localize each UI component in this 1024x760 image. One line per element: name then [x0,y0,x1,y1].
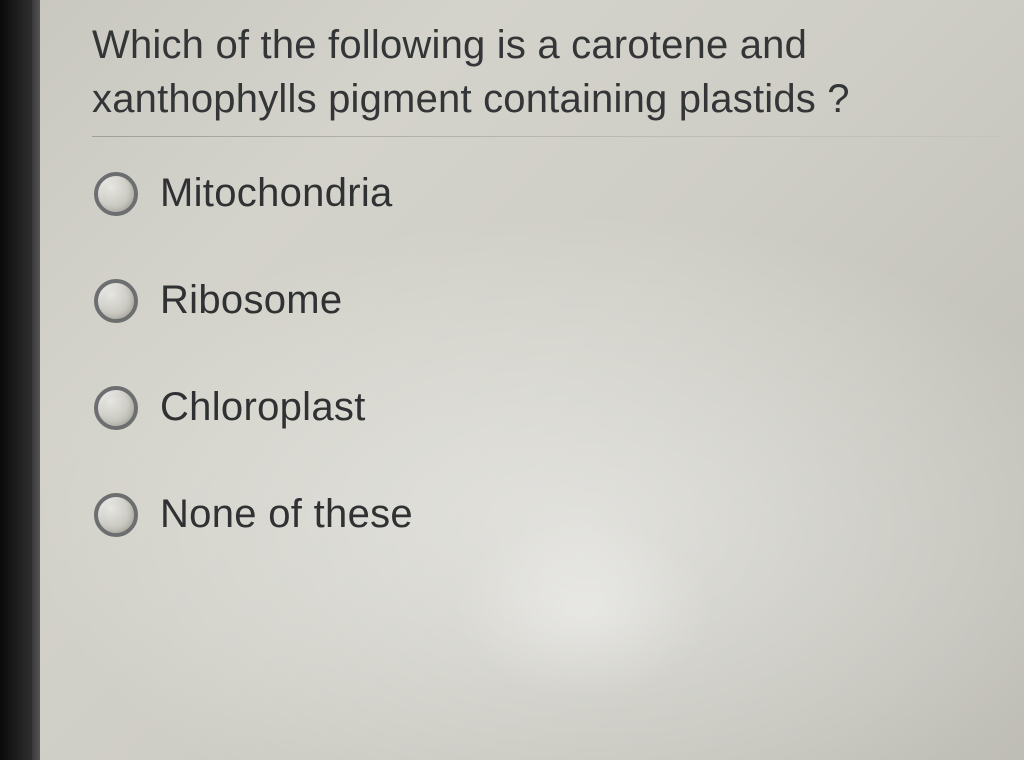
device-bezel [0,0,40,760]
option-mitochondria[interactable]: Mitochondria [94,171,1000,216]
question-text: Which of the following is a carotene and… [92,18,1000,126]
radio-icon [94,386,138,430]
glare-smudge [454,520,714,700]
option-label: Ribosome [160,278,342,323]
option-ribosome[interactable]: Ribosome [94,278,1000,323]
option-chloroplast[interactable]: Chloroplast [94,385,1000,430]
radio-icon [94,172,138,216]
option-label: None of these [160,492,413,537]
option-label: Mitochondria [160,171,393,216]
option-none[interactable]: None of these [94,492,1000,537]
options-group: Mitochondria Ribosome Chloroplast None o… [92,171,1000,537]
option-label: Chloroplast [160,385,366,430]
question-divider [92,136,1000,137]
radio-icon [94,279,138,323]
radio-icon [94,493,138,537]
quiz-screen: Which of the following is a carotene and… [40,0,1024,760]
